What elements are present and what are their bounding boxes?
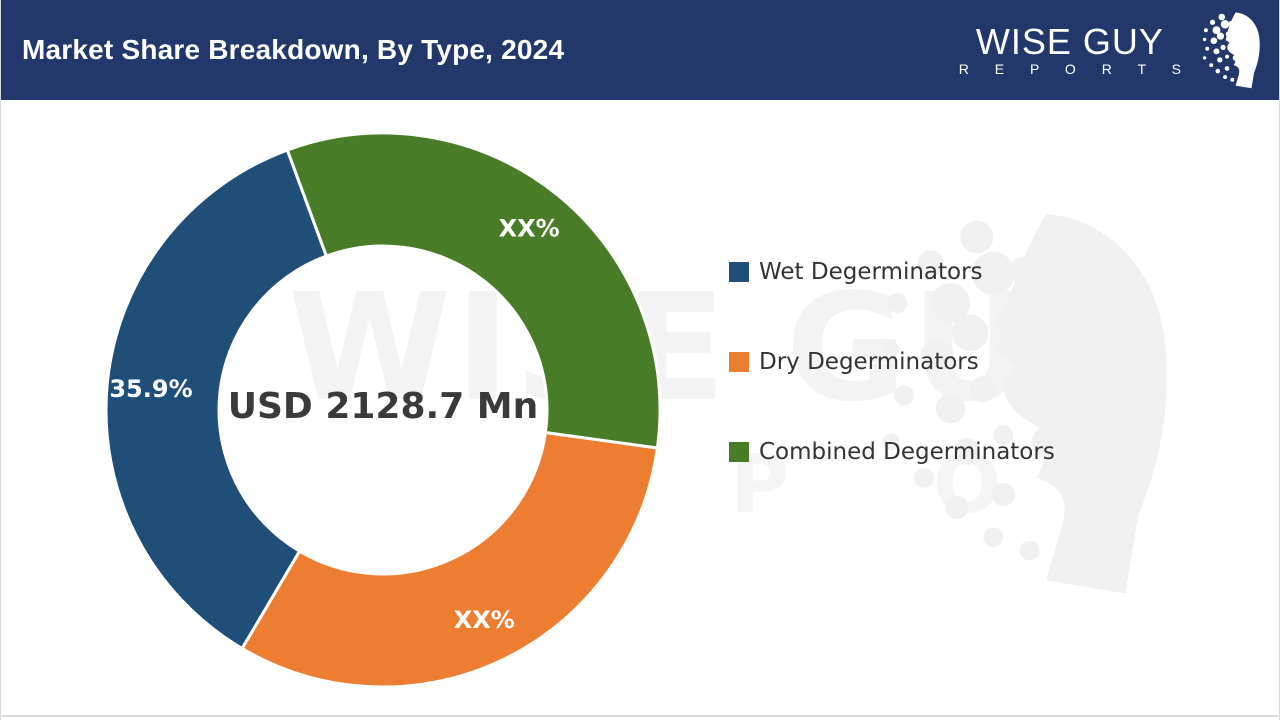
legend-swatch-dry bbox=[729, 352, 749, 372]
header-bar: Market Share Breakdown, By Type, 2024 WI… bbox=[0, 0, 1280, 100]
donut-slice-dry bbox=[240, 430, 659, 689]
donut-slice-wet bbox=[104, 148, 328, 651]
chart-legend: Wet Degerminators Dry Degerminators Comb… bbox=[729, 252, 1055, 522]
wiseguy-logo-reports: R E P O R T S bbox=[958, 60, 1192, 77]
page-title: Market Share Breakdown, By Type, 2024 bbox=[22, 34, 565, 65]
chart-center-total: USD 2128.7 Mn bbox=[227, 386, 539, 427]
donut-chart: 35.9% XX% XX% bbox=[104, 131, 662, 689]
donut-slice-combined bbox=[285, 131, 662, 450]
wiseguy-logo-name: WISE GUY bbox=[975, 20, 1164, 62]
wiseguy-logo: WISE GUY R E P O R T S bbox=[948, 8, 1264, 92]
legend-swatch-combined bbox=[729, 442, 749, 462]
legend-swatch-wet bbox=[729, 262, 749, 282]
slice-pct-label-dry: XX% bbox=[454, 606, 515, 634]
legend-item-combined: Combined Degerminators bbox=[729, 432, 1055, 472]
legend-label-dry: Dry Degerminators bbox=[759, 349, 979, 375]
wiseguy-logo-text: WISE GUY R E P O R T S bbox=[948, 20, 1192, 78]
legend-label-combined: Combined Degerminators bbox=[759, 439, 1055, 465]
wiseguy-face-icon bbox=[1202, 12, 1260, 89]
legend-item-wet: Wet Degerminators bbox=[729, 252, 1055, 292]
legend-label-wet: Wet Degerminators bbox=[759, 259, 983, 285]
bottom-divider bbox=[0, 715, 1280, 717]
slice-pct-label-wet: 35.9% bbox=[109, 375, 192, 403]
slice-pct-label-combined: XX% bbox=[499, 215, 560, 243]
legend-item-dry: Dry Degerminators bbox=[729, 342, 1055, 382]
